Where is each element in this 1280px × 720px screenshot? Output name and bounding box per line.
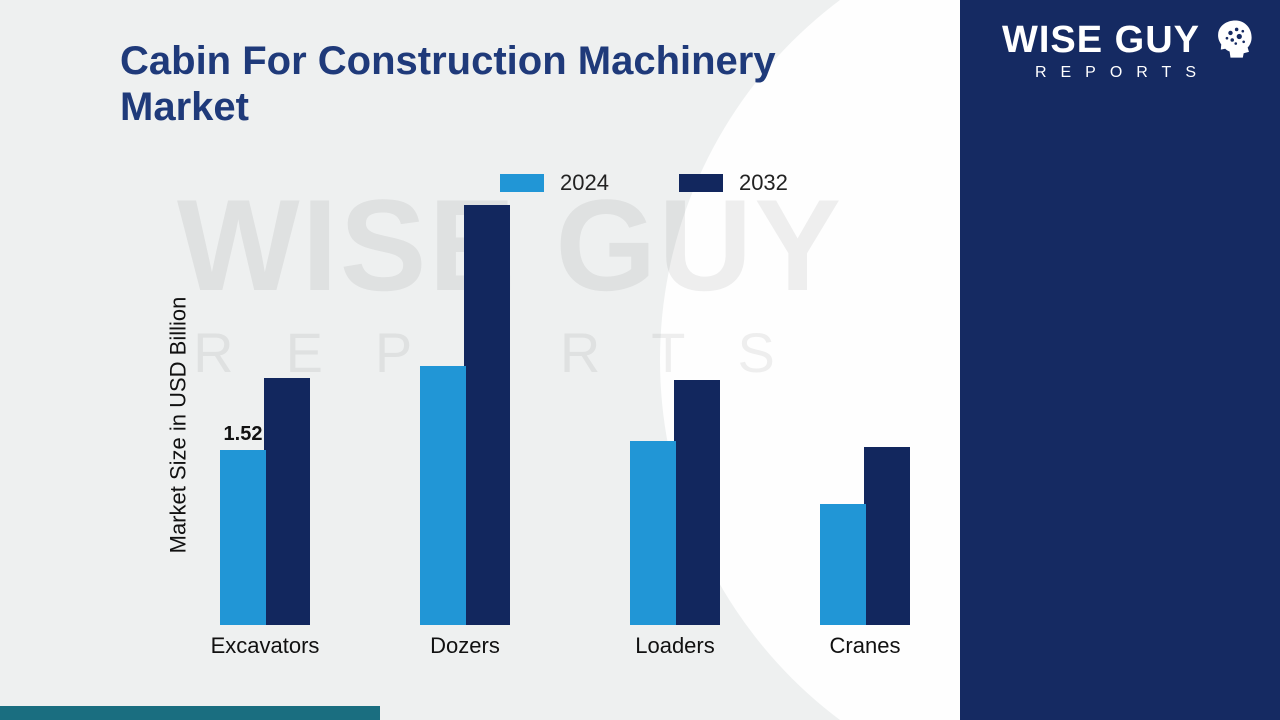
bar-group: Excavators — [190, 378, 340, 625]
x-axis-label: Excavators — [165, 625, 365, 659]
plot-area: ExcavatorsDozersLoadersCranes1.52 — [160, 205, 920, 625]
chart-area: Market Size in USD Billion ExcavatorsDoz… — [70, 205, 920, 645]
bar-2032-loaders — [674, 380, 720, 625]
bar-group: Loaders — [600, 380, 750, 625]
legend-swatch-2024 — [500, 174, 544, 192]
legend-item-2032: 2032 — [679, 170, 788, 196]
bar-2024-loaders — [630, 441, 676, 625]
legend-label-2024: 2024 — [560, 170, 609, 196]
legend-item-2024: 2024 — [500, 170, 609, 196]
bar-2032-dozers — [464, 205, 510, 625]
chart-title: Cabin For Construction Machinery Market — [120, 38, 840, 130]
bar-2032-excavators — [264, 378, 310, 625]
x-axis-label: Cranes — [765, 625, 965, 659]
bar-2024-cranes — [820, 504, 866, 625]
bar-2024-dozers — [420, 366, 466, 625]
value-label: 1.52 — [224, 423, 263, 446]
brand-line1-row: WISE GUY — [1002, 18, 1256, 62]
bar-2024-excavators — [220, 450, 266, 625]
bar-group: Cranes — [790, 447, 940, 625]
x-axis-label: Loaders — [575, 625, 775, 659]
right-panel — [960, 0, 1280, 720]
legend: 2024 2032 — [500, 170, 788, 196]
brand-line1: WISE GUY — [1002, 19, 1200, 62]
brand-logo: WISE GUY REPORTS — [1002, 18, 1256, 82]
legend-swatch-2032 — [679, 174, 723, 192]
bar-group: Dozers — [390, 205, 540, 625]
brand-line2: REPORTS — [1002, 64, 1256, 82]
chart-canvas: WISE GUY REPORTS WISE GUY REPORTS Cabin … — [0, 0, 1280, 720]
bottom-accent-bar — [0, 706, 380, 720]
bar-2032-cranes — [864, 447, 910, 625]
head-dots-icon — [1212, 18, 1256, 62]
legend-label-2032: 2032 — [739, 170, 788, 196]
x-axis-label: Dozers — [365, 625, 565, 659]
